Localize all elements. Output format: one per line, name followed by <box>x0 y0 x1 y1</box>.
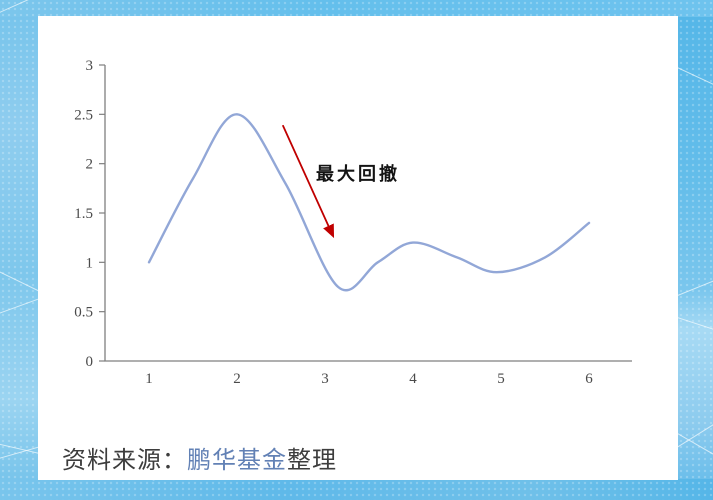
source-prefix: 资料来源： <box>62 447 187 474</box>
y-tick-label: 1.5 <box>74 206 93 222</box>
y-axis-ticks: 0 0.5 1 1.5 2 2.5 3 <box>74 58 105 370</box>
annotation-max-drawdown: 最大回撤 <box>316 164 400 184</box>
chart-card: 0 0.5 1 1.5 2 2.5 3 1 2 3 4 5 6 最大回撤 资料来源：鹏华基金整理 <box>38 16 678 480</box>
drawdown-arrow <box>281 124 335 239</box>
y-tick-label: 0 <box>86 354 94 370</box>
y-tick-label: 2 <box>86 157 94 173</box>
source-link-penghua-fund[interactable]: 鹏华基金 <box>187 447 287 474</box>
x-tick-label: 4 <box>409 371 417 387</box>
x-axis-ticks: 1 2 3 4 5 6 <box>145 371 593 387</box>
x-tick-label: 2 <box>233 371 241 387</box>
y-tick-label: 1 <box>86 255 94 271</box>
y-tick-label: 3 <box>86 58 94 74</box>
source-caption: 资料来源：鹏华基金整理 <box>62 440 337 475</box>
x-tick-label: 5 <box>497 371 505 387</box>
source-suffix: 整理 <box>287 447 337 474</box>
x-tick-label: 3 <box>321 371 329 387</box>
x-tick-label: 1 <box>145 371 153 387</box>
y-tick-label: 2.5 <box>74 107 93 123</box>
data-line-series <box>147 113 591 292</box>
y-tick-label: 0.5 <box>74 305 93 321</box>
line-chart: 0 0.5 1 1.5 2 2.5 3 1 2 3 4 5 6 <box>74 58 632 387</box>
x-tick-label: 6 <box>585 371 593 387</box>
